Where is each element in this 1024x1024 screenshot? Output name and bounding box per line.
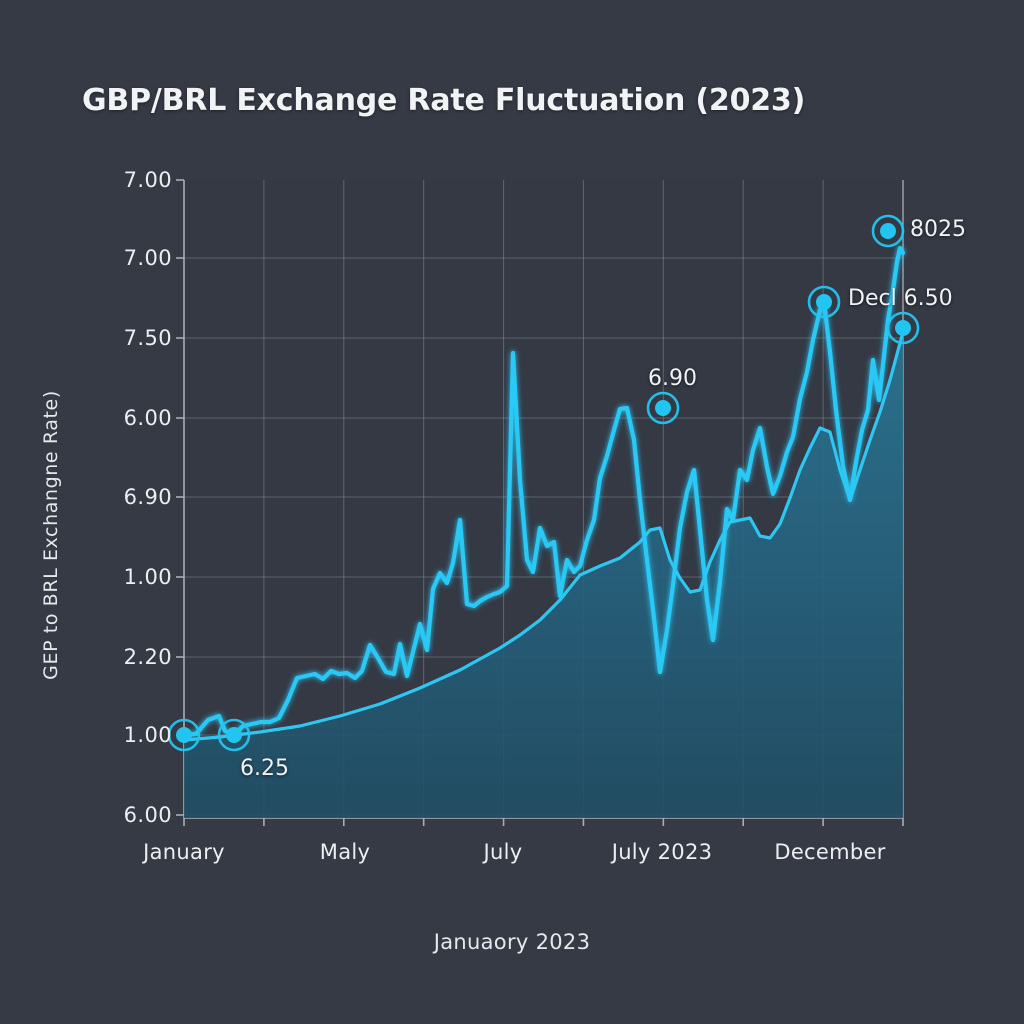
data-point-annotation: 6.90 [648,366,697,391]
y-axis-tick-label: 6.00 [123,803,172,827]
y-axis-tick-label: 7.00 [123,246,172,270]
axis-tick-marks [176,179,904,826]
y-axis-tick-label: 1.00 [123,565,172,589]
x-axis-tick-label: Maly [319,840,371,864]
x-axis-tick-label: January [143,840,225,864]
x-axis-tick-label: December [774,840,886,864]
volatile-line-series [181,245,906,738]
y-axis-tick-label: 7.00 [123,168,172,192]
y-axis-tick-label: 2.20 [123,645,172,669]
area-fill [184,332,903,818]
chart-title: GBP/BRL Exchange Rate Fluctuation (2023) [82,83,806,118]
y-axis-tick-labels: 7.00 7.00 7.50 6.00 6.90 1.00 2.20 1.00 6.00 [86,0,172,1024]
y-axis-tick-label: 6.00 [123,406,172,430]
y-axis-tick-label: 1.00 [123,723,172,747]
data-point-markers [167,214,920,752]
data-point-annotation: 8025 [910,217,966,242]
data-point-annotation: 6.25 [240,756,289,781]
x-axis-tick-label: July [483,840,523,864]
x-axis-tick-label: July 2023 [611,840,713,864]
y-axis-tick-label: 6.90 [123,485,172,509]
trend-line-series [182,330,905,742]
x-axis-title: Januaory 2023 [433,930,591,954]
data-point-annotation: Decl 6.50 [848,286,953,311]
y-axis-tick-label: 7.50 [123,326,172,350]
